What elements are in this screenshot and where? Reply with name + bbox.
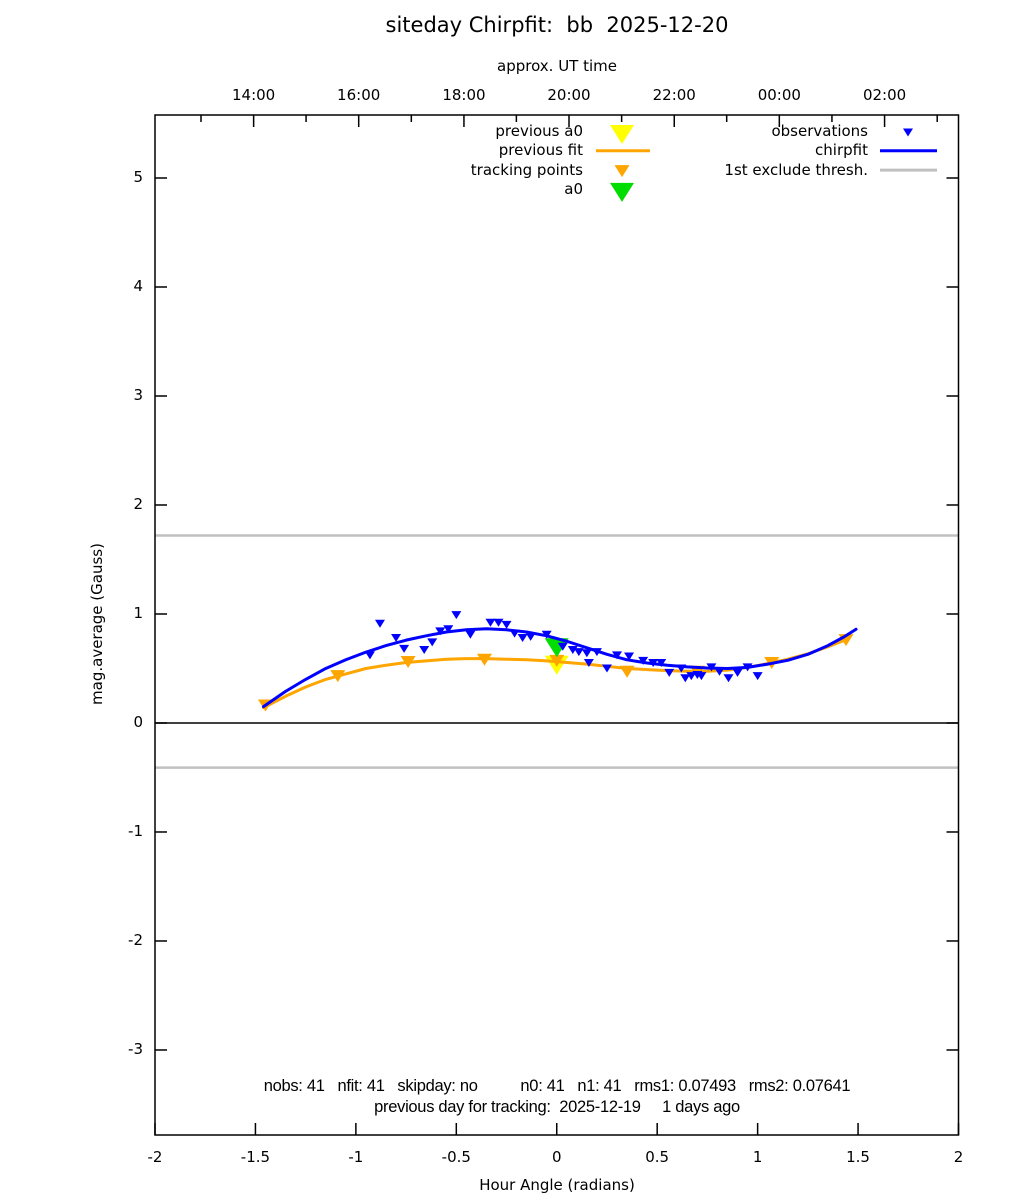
x-tick-label: 1 [752,1148,763,1166]
observations-marker [517,633,528,642]
y-tick-label: 2 [133,494,143,513]
x-tick-label: 2 [953,1148,964,1166]
ut-tick-label: 18:00 [442,86,486,104]
legend-marker-sample [903,128,913,137]
legend-marker-sample [614,165,630,178]
observations-marker [638,656,649,665]
y-tick-label: 0 [133,712,143,731]
observations-marker [427,638,438,647]
y-tick-label: -1 [128,821,143,840]
observations-marker [399,644,410,653]
observations-marker [723,674,734,683]
legend-label: 1st exclude thresh. [724,160,868,179]
observations-marker [583,659,594,668]
observations-marker [752,672,763,681]
observations-marker [391,633,402,642]
legend-label: previous fit [498,141,583,160]
y-tick-label: 3 [133,385,143,404]
x-tick-label: -0.5 [441,1148,471,1166]
legend-label: previous a0 [495,122,583,140]
x-tick-label: 1.5 [846,1148,870,1166]
observations-marker [601,664,612,673]
observations-marker [465,630,476,639]
legend-label: a0 [564,179,583,198]
chirpfit-curve [261,627,858,709]
tracking-points-marker [330,670,346,683]
observations-marker [581,649,592,658]
observations-marker [732,668,743,677]
ut-tick-label: 14:00 [232,86,276,104]
x-tick-label: 0 [551,1148,562,1166]
ut-tick-label: 02:00 [862,86,907,104]
fit-stats-line: nobs: 41 nfit: 41 skipday: no n0: 41 n1:… [263,1077,851,1095]
observations-marker [451,611,462,620]
observations-marker [443,625,454,634]
y-tick-label: -3 [128,1039,143,1058]
observations-marker [557,642,568,651]
legend-marker-sample [610,125,634,144]
ut-tick-label: 20:00 [547,86,591,104]
tracking-points-marker [549,654,565,667]
observations-marker [624,652,635,661]
observations-marker [664,668,675,677]
legend-label: tracking points [470,160,583,179]
x-tick-label: 0.5 [645,1148,670,1166]
y-axis-title: mag.average (Gauss) [88,543,106,705]
observations-marker [374,619,385,628]
tracking-day-line: previous day for tracking: 2025-12-19 1 … [374,1098,740,1116]
chart-title: siteday Chirpfit: bb 2025-12-20 [385,13,729,37]
ut-tick-label: 00:00 [757,86,801,104]
observations-marker [364,651,375,660]
legend-marker-sample [610,182,634,202]
ut-tick-label: 16:00 [337,86,381,104]
observations-marker [567,645,578,654]
observations-marker [435,627,446,636]
observations-marker [525,632,536,641]
ut-tick-label: 22:00 [652,86,696,104]
y-tick-label: 4 [133,276,143,295]
legend-label: observations [771,122,868,140]
observations-marker [485,618,496,627]
y-tick-label: 5 [133,168,143,186]
observations-marker [680,674,691,683]
tracking-points-marker [476,653,492,666]
tracking-points-marker [619,665,635,678]
plot-frame [154,114,960,1136]
tracking-points-marker [400,655,416,668]
x-axis-title: Hour Angle (radians) [479,1176,635,1194]
y-tick-label: 1 [133,603,143,622]
y-tick-label: -2 [128,930,143,949]
x-tick-label: -1 [348,1148,364,1166]
x-tick-label: -1.5 [240,1148,271,1166]
observations-marker [493,618,504,627]
top-axis-title: approx. UT time [497,57,617,75]
observations-marker [686,672,697,681]
observations-marker [419,645,430,654]
observations-marker [656,659,667,668]
observations-marker [573,648,584,657]
observations-marker [696,672,707,681]
x-tick-label: -2 [147,1148,163,1166]
observations-marker [501,620,512,629]
legend-label: chirpfit [815,141,868,160]
observations-marker [612,651,623,660]
